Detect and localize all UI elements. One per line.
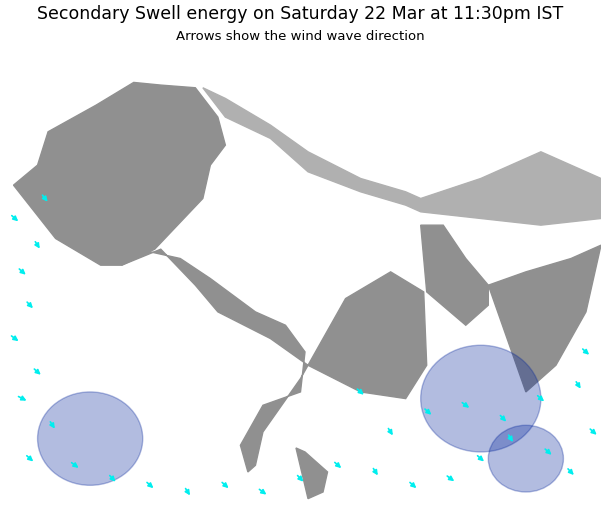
Text: Secondary Swell energy on Saturday 22 Mar at 11:30pm IST: Secondary Swell energy on Saturday 22 Ma… bbox=[37, 6, 564, 24]
Circle shape bbox=[488, 425, 564, 492]
Polygon shape bbox=[488, 245, 601, 392]
Polygon shape bbox=[296, 448, 328, 499]
Polygon shape bbox=[203, 88, 601, 225]
Polygon shape bbox=[421, 225, 488, 325]
Text: Arrows show the wind wave direction: Arrows show the wind wave direction bbox=[176, 30, 425, 42]
Polygon shape bbox=[14, 82, 225, 265]
Polygon shape bbox=[121, 245, 427, 472]
Circle shape bbox=[37, 392, 143, 485]
Circle shape bbox=[421, 345, 541, 452]
